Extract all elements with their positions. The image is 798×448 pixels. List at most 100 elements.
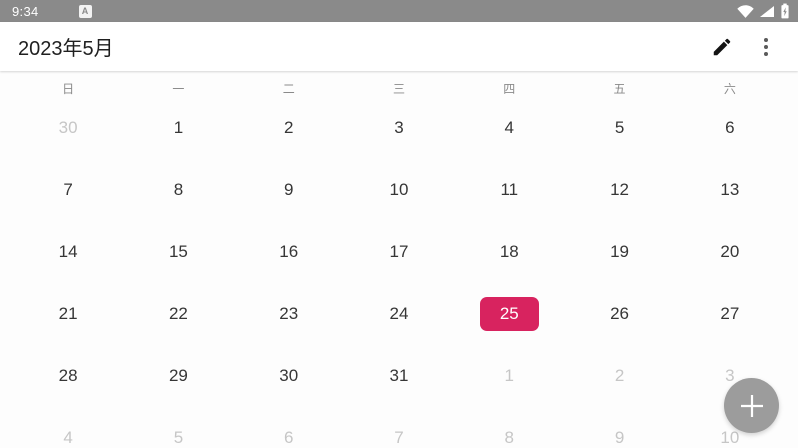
day-cell[interactable]: 28 <box>13 345 123 407</box>
day-cell[interactable]: 7 <box>344 407 454 448</box>
day-number: 5 <box>614 118 625 137</box>
day-cell[interactable]: 3 <box>344 97 454 159</box>
week-row: 30 1 2 3 4 5 6 <box>13 97 785 159</box>
weekday-label: 一 <box>172 81 185 96</box>
day-number: 4 <box>504 118 515 137</box>
battery-charging-icon <box>781 3 789 19</box>
pencil-icon <box>713 38 731 55</box>
add-event-fab[interactable] <box>724 378 779 433</box>
day-cell[interactable]: 4 <box>454 97 564 159</box>
weeks: 30 1 2 3 4 5 6 7 8 9 10 11 12 13 14 15 16 17 18 19 20 21 22 23 2… <box>13 97 785 448</box>
day-cell[interactable]: 8 <box>454 407 564 448</box>
day-cell[interactable]: 15 <box>123 221 233 283</box>
day-cell[interactable]: 22 <box>123 283 233 345</box>
week-row: 21 22 23 24 25 26 27 <box>13 283 785 345</box>
day-cell[interactable]: 6 <box>234 407 344 448</box>
day-cell[interactable]: 5 <box>123 407 233 448</box>
page-title: 2023年5月 <box>18 38 114 60</box>
day-cell-selected[interactable]: 25 <box>454 283 564 345</box>
day-cell[interactable]: 20 <box>675 221 785 283</box>
day-number: 6 <box>725 118 735 137</box>
day-number: 19 <box>610 242 630 261</box>
day-number: 24 <box>389 304 409 323</box>
weekday-label: 三 <box>392 81 405 96</box>
day-cell[interactable]: 10 <box>675 407 785 448</box>
day-cell[interactable]: 21 <box>13 283 123 345</box>
status-icons <box>737 3 790 19</box>
day-number: 11 <box>500 180 519 199</box>
weekday-label: 日 <box>62 81 75 96</box>
weekday-label: 六 <box>723 81 736 96</box>
day-cell[interactable]: 29 <box>123 345 233 407</box>
day-cell[interactable]: 5 <box>564 97 674 159</box>
day-cell[interactable]: 4 <box>13 407 123 448</box>
day-cell[interactable]: 26 <box>564 283 674 345</box>
edit-button[interactable] <box>700 25 744 69</box>
day-cell[interactable]: 12 <box>564 159 674 221</box>
day-cell[interactable]: 18 <box>454 221 564 283</box>
day-cell[interactable]: 13 <box>675 159 785 221</box>
day-number: 10 <box>720 428 740 447</box>
day-number: 3 <box>725 366 735 385</box>
day-cell[interactable]: 2 <box>564 345 674 407</box>
day-number: 7 <box>63 180 73 199</box>
day-number: 2 <box>614 366 625 385</box>
week-row: 14 15 16 17 18 19 20 <box>13 221 785 283</box>
day-number: 28 <box>58 366 78 385</box>
weekday-label: 四 <box>503 81 516 96</box>
wifi-icon <box>737 4 754 18</box>
day-number: 20 <box>720 242 740 261</box>
day-number: 8 <box>173 180 184 199</box>
day-number: 23 <box>279 304 299 323</box>
day-cell[interactable]: 9 <box>234 159 344 221</box>
day-cell[interactable]: 7 <box>13 159 123 221</box>
day-number: 27 <box>720 304 740 323</box>
day-number: 21 <box>58 304 78 323</box>
day-number: 15 <box>168 242 188 261</box>
week-row: 7 8 9 10 11 12 13 <box>13 159 785 221</box>
day-cell[interactable]: 24 <box>344 283 454 345</box>
day-number: 26 <box>610 304 630 323</box>
day-number: 17 <box>389 242 409 261</box>
day-cell[interactable]: 16 <box>234 221 344 283</box>
day-number: 3 <box>394 118 404 137</box>
day-cell[interactable]: 9 <box>564 407 674 448</box>
day-cell[interactable]: 27 <box>675 283 785 345</box>
plus-icon <box>740 394 763 417</box>
weekday-label: 五 <box>613 81 626 96</box>
day-cell[interactable]: 3 <box>675 345 785 407</box>
overflow-menu-button[interactable] <box>744 25 788 69</box>
day-number: 18 <box>499 242 519 261</box>
day-cell[interactable]: 31 <box>344 345 454 407</box>
day-cell[interactable]: 30 <box>13 97 123 159</box>
day-number: 12 <box>610 180 630 199</box>
day-number: 5 <box>173 428 184 447</box>
day-number: 30 <box>279 366 299 385</box>
day-number: 4 <box>63 428 73 447</box>
day-number: 6 <box>283 428 294 447</box>
day-cell[interactable]: 1 <box>454 345 564 407</box>
day-number: 9 <box>614 428 625 447</box>
day-cell[interactable]: 10 <box>344 159 454 221</box>
day-cell[interactable]: 6 <box>675 97 785 159</box>
day-cell[interactable]: 19 <box>564 221 674 283</box>
day-cell[interactable]: 14 <box>13 221 123 283</box>
day-cell[interactable]: 2 <box>234 97 344 159</box>
day-cell[interactable]: 30 <box>234 345 344 407</box>
day-cell[interactable]: 23 <box>234 283 344 345</box>
day-number: 1 <box>504 366 515 385</box>
day-number: 10 <box>389 180 409 199</box>
toolbar-actions <box>700 25 788 69</box>
status-bar: 9:34 A <box>0 0 798 22</box>
day-cell[interactable]: 8 <box>123 159 233 221</box>
day-number: 16 <box>279 242 299 261</box>
weekday-label: 二 <box>282 81 295 96</box>
week-row: 4 5 6 7 8 9 10 <box>13 407 785 448</box>
day-cell[interactable]: 1 <box>123 97 233 159</box>
day-cell[interactable]: 11 <box>454 159 564 221</box>
day-number: 29 <box>168 366 188 385</box>
day-cell[interactable]: 17 <box>344 221 454 283</box>
cellular-signal-icon <box>760 5 774 17</box>
day-number: 2 <box>283 118 294 137</box>
day-number: 31 <box>389 366 409 385</box>
